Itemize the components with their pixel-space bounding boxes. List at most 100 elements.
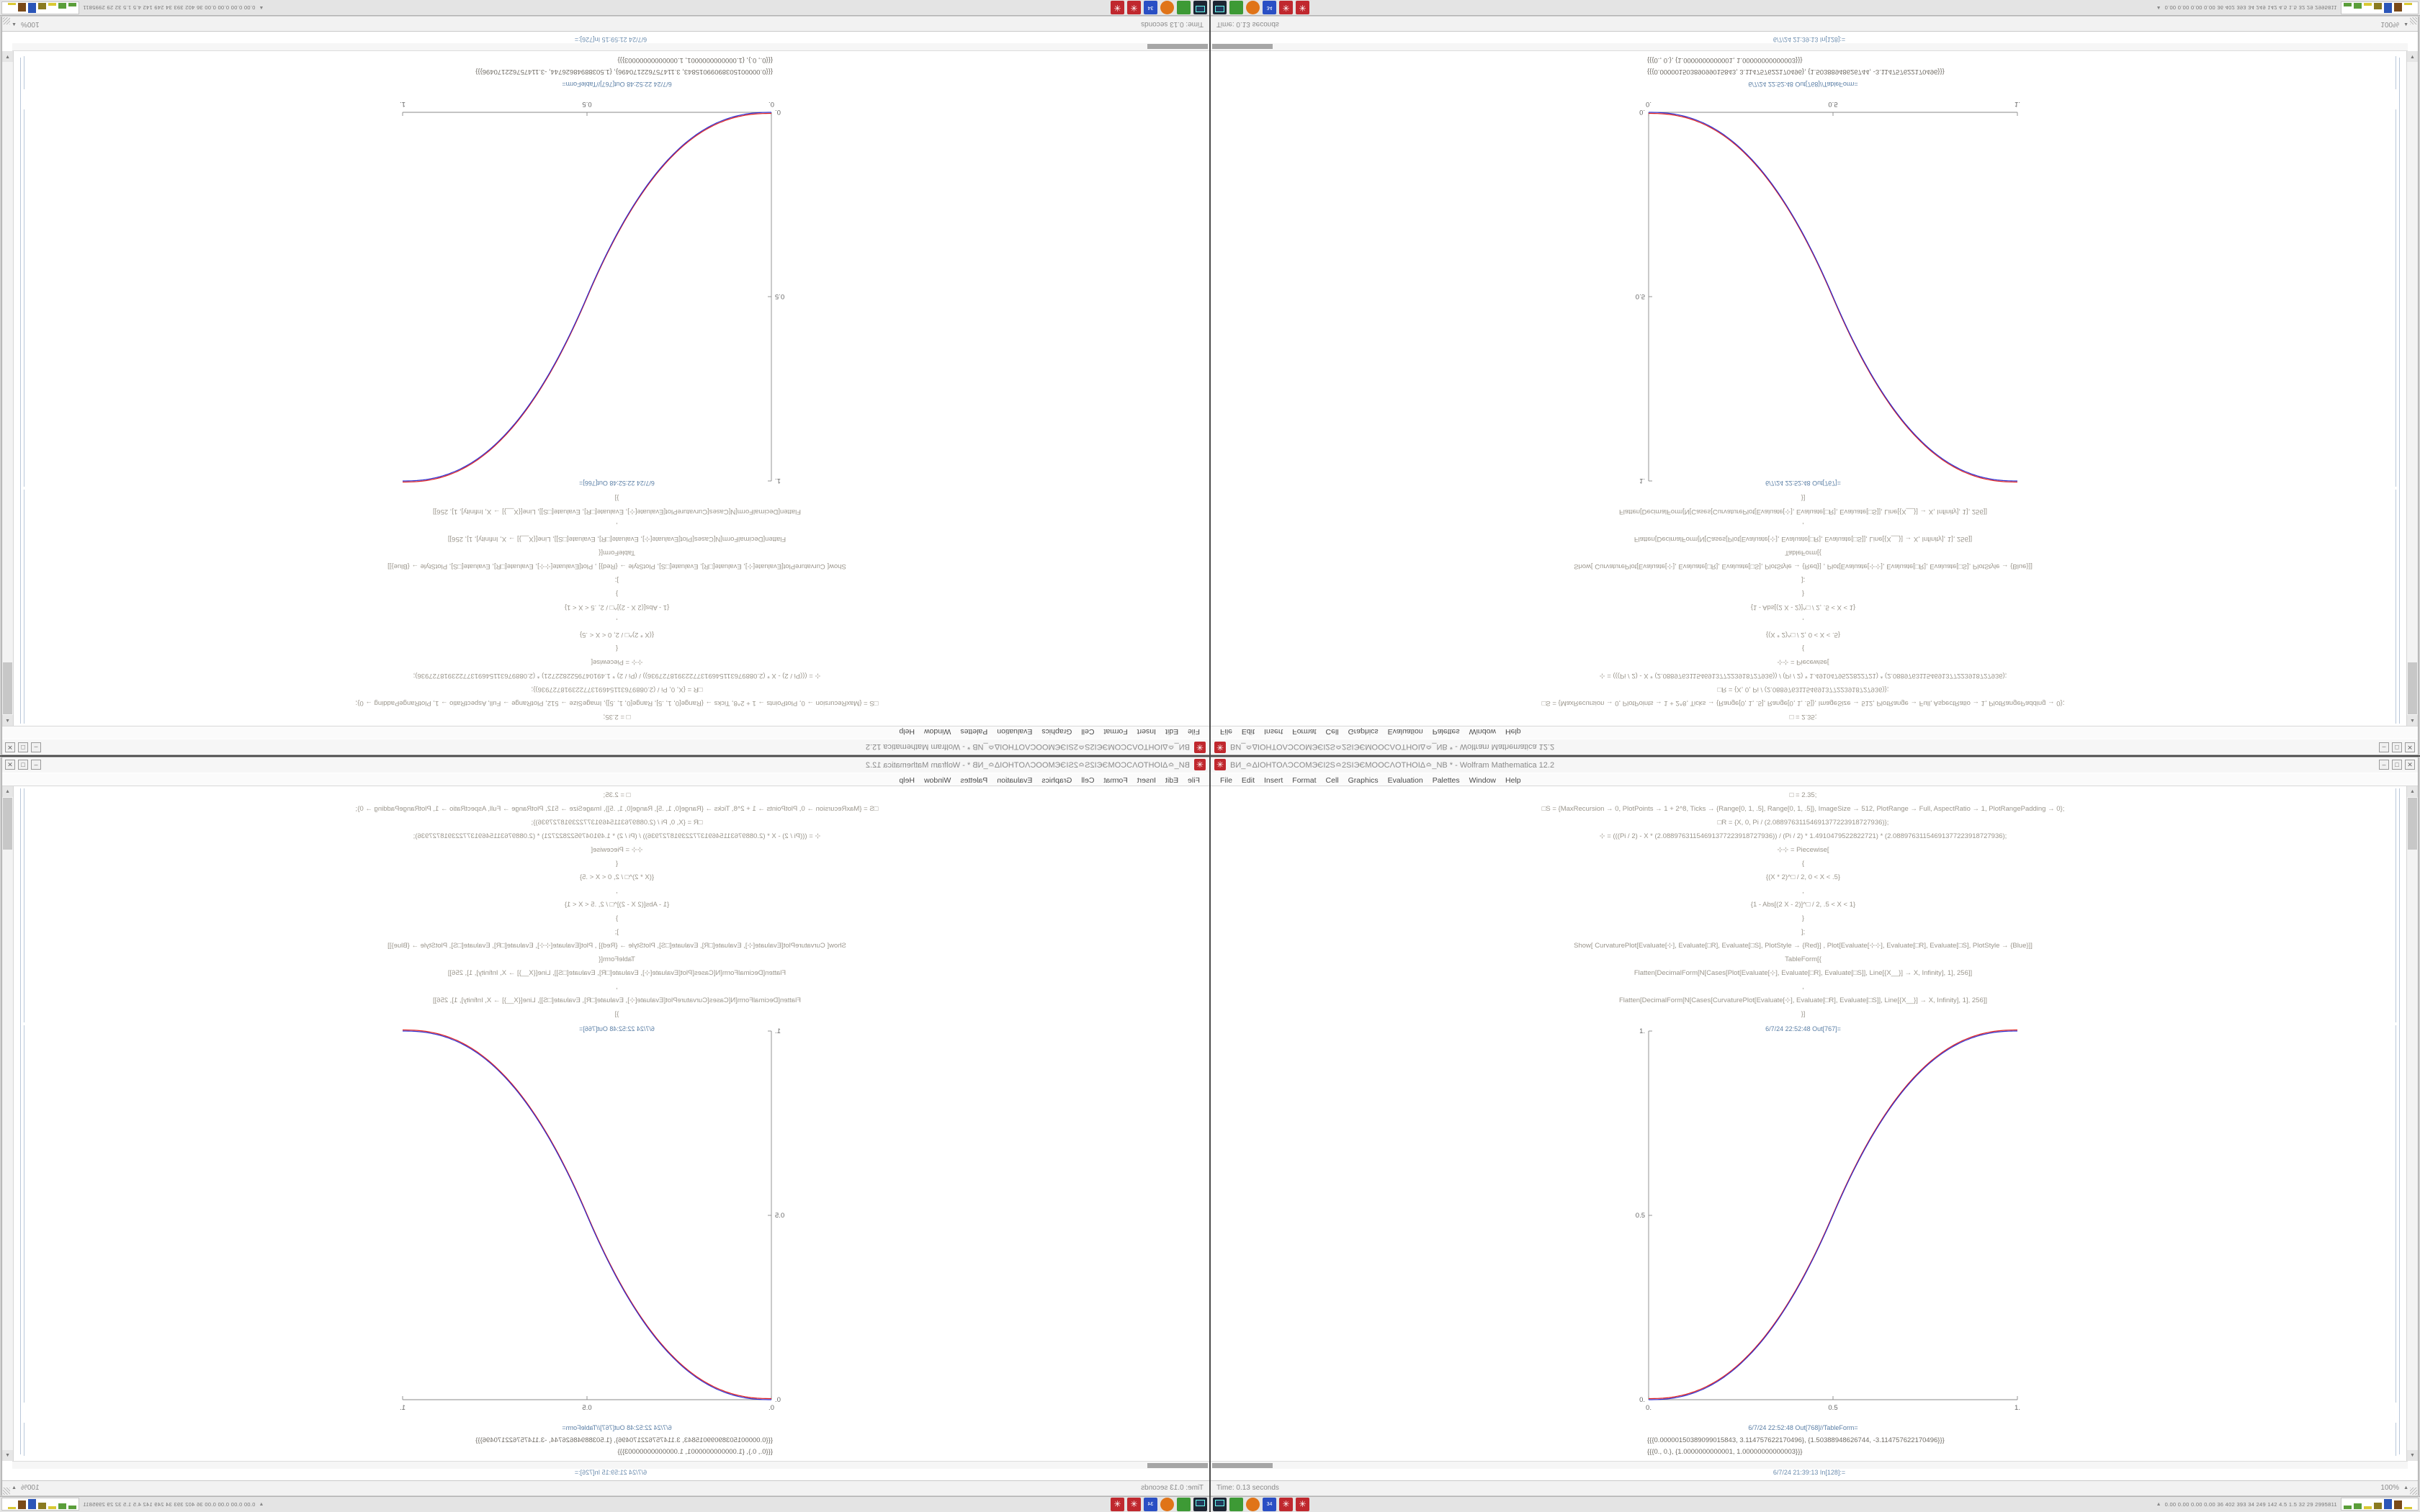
resize-grip[interactable]	[3, 17, 10, 24]
menu-item-graphics[interactable]: Graphics	[1348, 776, 1379, 785]
vertical-scroll-thumb[interactable]	[3, 662, 12, 714]
system-monitor-chart[interactable]	[2341, 1, 2419, 14]
code-line[interactable]: ⊹⊹ = Piecewise[	[1777, 658, 1829, 666]
floppy-save-icon[interactable]: 34	[1144, 1, 1157, 14]
terminal-monitor-icon[interactable]	[1213, 1, 1227, 14]
code-line[interactable]: TableForm[{	[1785, 549, 1821, 557]
horizontal-scrollbar[interactable]	[1211, 1461, 2408, 1469]
menu-item-help[interactable]: Help	[1505, 776, 1521, 785]
code-line[interactable]: {(X * 2)^□ / 2, 0 < X < .5}	[1765, 873, 1841, 881]
menu-item-graphics[interactable]: Graphics	[1348, 727, 1379, 736]
code-line[interactable]: □R = {X, 0, Pi / (2.08897631154691377223…	[1717, 819, 1889, 827]
code-line[interactable]: Flatten[DecimalForm[N[Cases[Plot[Evaluat…	[447, 969, 786, 977]
scroll-up-icon[interactable]: ▲	[2, 715, 13, 726]
code-line[interactable]: □ = 2.35;	[603, 791, 631, 799]
menu-item-file[interactable]: File	[1220, 776, 1232, 785]
code-line[interactable]: {1 - Abs[(2 X - 2)]^□ / 2, .5 < X < 1}	[1750, 901, 1856, 909]
code-line[interactable]: ];	[1801, 928, 1806, 936]
horizontal-scroll-thumb[interactable]	[1212, 44, 1273, 49]
maximize-button[interactable]: □	[18, 742, 28, 752]
menu-item-window[interactable]: Window	[923, 776, 951, 785]
system-monitor-chart[interactable]	[2341, 1498, 2419, 1511]
menu-item-insert[interactable]: Insert	[1264, 727, 1283, 736]
horizontal-scrollbar[interactable]	[12, 1461, 1209, 1469]
menu-item-evaluation[interactable]: Evaluation	[1387, 727, 1423, 736]
close-button[interactable]: ✕	[2405, 742, 2415, 752]
orange-app-icon[interactable]	[1246, 1, 1260, 14]
menu-item-palettes[interactable]: Palettes	[1432, 727, 1460, 736]
code-line[interactable]: ,	[1802, 887, 1804, 895]
scroll-down-icon[interactable]: ▼	[2407, 51, 2418, 62]
horizontal-scroll-thumb[interactable]	[1147, 1463, 1208, 1468]
horizontal-scroll-thumb[interactable]	[1212, 1463, 1273, 1468]
code-line[interactable]: □ = 2.35;	[603, 713, 631, 721]
code-line[interactable]: ,	[616, 617, 618, 625]
code-line[interactable]: □S = {MaxRecursion → 0, PlotPoints → 1 +…	[1541, 699, 2065, 707]
code-line[interactable]: ,	[1802, 983, 1804, 991]
zoom-level-control[interactable]: 100%	[2380, 20, 2399, 28]
scroll-down-icon[interactable]: ▼	[2, 51, 13, 62]
window-titlebar[interactable]: ✳ ВИ_≏ΔIOHTOΛƆCOMЭЄI2S≏2SIЭЄMOOCΛOTHOIΔ≏…	[1211, 757, 2418, 773]
code-line[interactable]: Flatten[DecimalForm[N[Cases[CurvaturePlo…	[432, 508, 802, 516]
code-line[interactable]: ⊹⊹ = Piecewise[	[591, 846, 643, 854]
vertical-scrollbar[interactable]: ▲ ▼	[2, 786, 14, 1461]
code-line[interactable]: □S = {MaxRecursion → 0, PlotPoints → 1 +…	[1541, 805, 2065, 813]
resize-grip[interactable]	[2410, 1488, 2417, 1495]
code-line[interactable]: Show[ CurvaturePlot[Evaluate[⊹], Evaluat…	[1574, 942, 2033, 950]
input-cell[interactable]: □ = 2.35; □S = {MaxRecursion → 0, PlotPoi…	[1211, 788, 2396, 1021]
code-line[interactable]: }	[1801, 914, 1805, 922]
orange-app-icon[interactable]	[1246, 1498, 1260, 1511]
code-line[interactable]: TableForm[{	[599, 955, 635, 963]
menu-item-graphics[interactable]: Graphics	[1041, 776, 1072, 785]
vertical-scroll-thumb[interactable]	[3, 798, 12, 850]
resize-grip[interactable]	[3, 1488, 10, 1495]
code-line[interactable]: }	[615, 914, 619, 922]
menu-item-window[interactable]: Window	[1469, 776, 1497, 785]
code-line[interactable]: □ = 2.35;	[1789, 791, 1817, 799]
menu-item-format[interactable]: Format	[1292, 727, 1317, 736]
scroll-up-icon[interactable]: ▲	[2407, 786, 2418, 797]
tray-arrow-icon[interactable]: ▲	[259, 1501, 264, 1507]
code-line[interactable]: □R = {X, 0, Pi / (2.08897631154691377223…	[531, 819, 703, 827]
menu-item-palettes[interactable]: Palettes	[960, 727, 988, 736]
menu-item-format[interactable]: Format	[1292, 776, 1317, 785]
green-app-icon[interactable]	[1229, 1, 1243, 14]
terminal-monitor-icon[interactable]	[1193, 1498, 1207, 1511]
code-line[interactable]: ,	[616, 887, 618, 895]
menu-item-edit[interactable]: Edit	[1165, 727, 1179, 736]
maximize-button[interactable]: □	[2392, 760, 2402, 770]
code-line[interactable]: Flatten[DecimalForm[N[Cases[Plot[Evaluat…	[447, 535, 786, 543]
vertical-scrollbar[interactable]: ▲ ▼	[2406, 51, 2418, 726]
zoom-menu-arrow-icon[interactable]: ▲	[12, 1485, 17, 1490]
zoom-level-control[interactable]: 100%	[21, 1484, 40, 1492]
zoom-level-control[interactable]: 100%	[2380, 1484, 2399, 1492]
tray-arrow-icon[interactable]: ▲	[2156, 1501, 2161, 1507]
menu-item-cell[interactable]: Cell	[1325, 727, 1339, 736]
menu-item-evaluation[interactable]: Evaluation	[1387, 776, 1423, 785]
code-line[interactable]: {1 - Abs[(2 X - 2)]^□ / 2, .5 < X < 1}	[564, 603, 670, 611]
code-line[interactable]: }	[1801, 590, 1805, 598]
code-line[interactable]: ⊹ = (((Pi / 2) - X * (2.0889763115469137…	[1599, 832, 2007, 840]
menu-item-evaluation[interactable]: Evaluation	[997, 776, 1033, 785]
menu-item-help[interactable]: Help	[899, 727, 915, 736]
menu-item-palettes[interactable]: Palettes	[1432, 776, 1460, 785]
code-line[interactable]: }	[615, 590, 619, 598]
zoom-menu-arrow-icon[interactable]: ▲	[2403, 22, 2408, 27]
floppy-save-icon[interactable]: 34	[1144, 1498, 1157, 1511]
notebook-content[interactable]: □ = 2.35; □S = {MaxRecursion → 0, PlotPoi…	[12, 51, 1209, 726]
maximize-button[interactable]: □	[2392, 742, 2402, 752]
scroll-down-icon[interactable]: ▼	[2407, 1450, 2418, 1461]
menu-item-evaluation[interactable]: Evaluation	[997, 727, 1033, 736]
menu-item-insert[interactable]: Insert	[1264, 776, 1283, 785]
window-titlebar[interactable]: ✳ ВИ_≏ΔIOHTOΛƆCOMЭЄI2S≏2SIЭЄMOOCΛOTHOIΔ≏…	[1211, 739, 2418, 755]
mathematica-task-icon[interactable]: ✳	[1127, 1, 1141, 14]
system-monitor-chart[interactable]	[1, 1, 79, 14]
green-app-icon[interactable]	[1177, 1, 1191, 14]
code-line[interactable]: ,	[616, 521, 618, 529]
code-line[interactable]: Flatten[DecimalForm[N[Cases[CurvaturePlo…	[1618, 996, 1988, 1004]
window-titlebar[interactable]: ✳ ВИ_≏ΔIOHTOΛƆCOMЭЄI2S≏2SIЭЄMOOCΛOTHOIΔ≏…	[2, 757, 1209, 773]
mathematica-task-icon[interactable]: ✳	[1279, 1498, 1293, 1511]
menu-item-help[interactable]: Help	[1505, 727, 1521, 736]
terminal-monitor-icon[interactable]	[1213, 1498, 1227, 1511]
code-line[interactable]: {1 - Abs[(2 X - 2)]^□ / 2, .5 < X < 1}	[1750, 603, 1856, 611]
